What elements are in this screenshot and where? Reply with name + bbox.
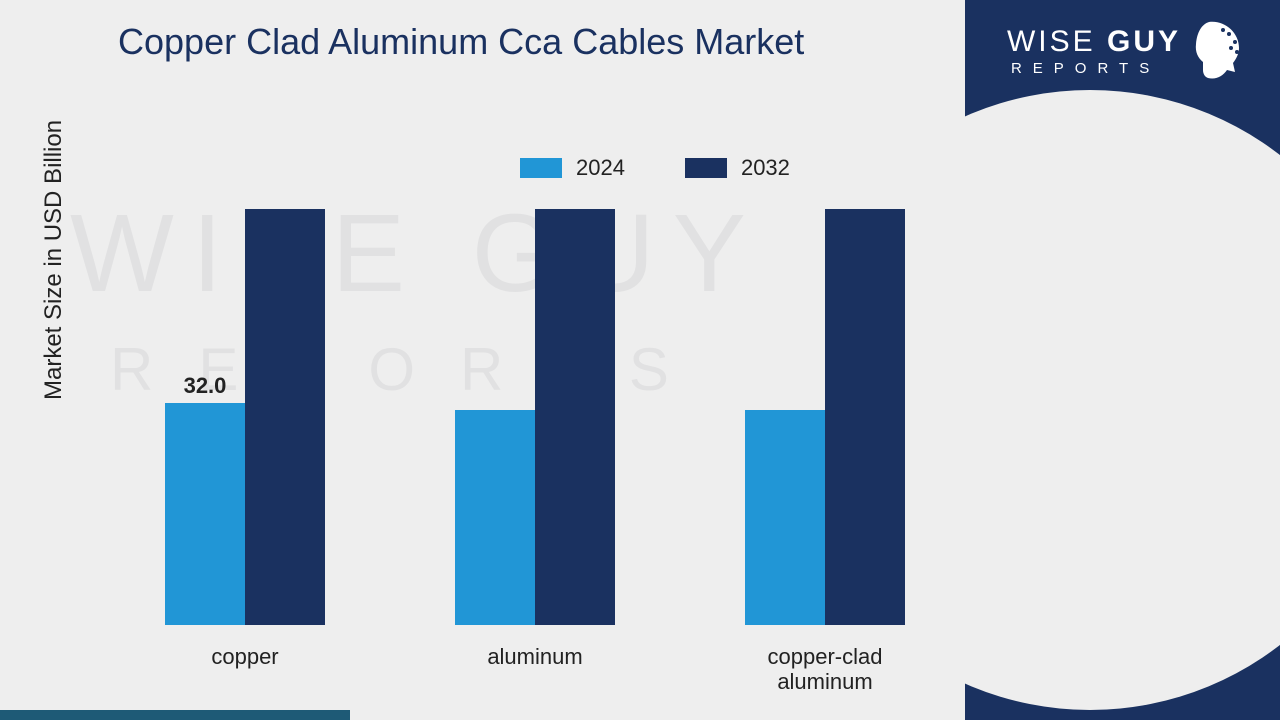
bar-group: aluminum bbox=[450, 209, 620, 625]
x-axis-label: aluminum bbox=[450, 644, 620, 669]
bar-2032 bbox=[535, 209, 615, 625]
bar-group: 32.0copper bbox=[160, 209, 330, 625]
footer-accent-bar bbox=[0, 710, 350, 720]
legend-label-2032: 2032 bbox=[741, 155, 790, 181]
x-axis-label: copper-cladaluminum bbox=[740, 644, 910, 695]
y-axis-label: Market Size in USD Billion bbox=[40, 120, 68, 400]
brand-name-bold: GUY bbox=[1107, 25, 1181, 58]
brand-logo: WISE GUY REPORTS bbox=[1007, 20, 1245, 82]
legend-item-2032: 2032 bbox=[685, 155, 790, 181]
bar-2024: 32.0 bbox=[165, 403, 245, 625]
legend-swatch-2024 bbox=[520, 158, 562, 178]
bar-2024 bbox=[455, 410, 535, 625]
bar-value-label: 32.0 bbox=[184, 373, 227, 399]
bar-chart: 32.0copper aluminum copper-cladaluminum bbox=[120, 195, 955, 625]
legend-label-2024: 2024 bbox=[576, 155, 625, 181]
legend-swatch-2032 bbox=[685, 158, 727, 178]
bar-2032 bbox=[245, 209, 325, 625]
x-axis-label: copper bbox=[160, 644, 330, 669]
legend: 2024 2032 bbox=[520, 155, 790, 181]
bar-2032 bbox=[825, 209, 905, 625]
bar-2024 bbox=[745, 410, 825, 625]
head-icon bbox=[1189, 20, 1245, 82]
chart-title: Copper Clad Aluminum Cca Cables Market bbox=[118, 20, 804, 63]
brand-name-main: WISE bbox=[1007, 25, 1096, 58]
brand-subline: REPORTS bbox=[1007, 61, 1181, 76]
bar-group: copper-cladaluminum bbox=[740, 209, 910, 625]
legend-item-2024: 2024 bbox=[520, 155, 625, 181]
